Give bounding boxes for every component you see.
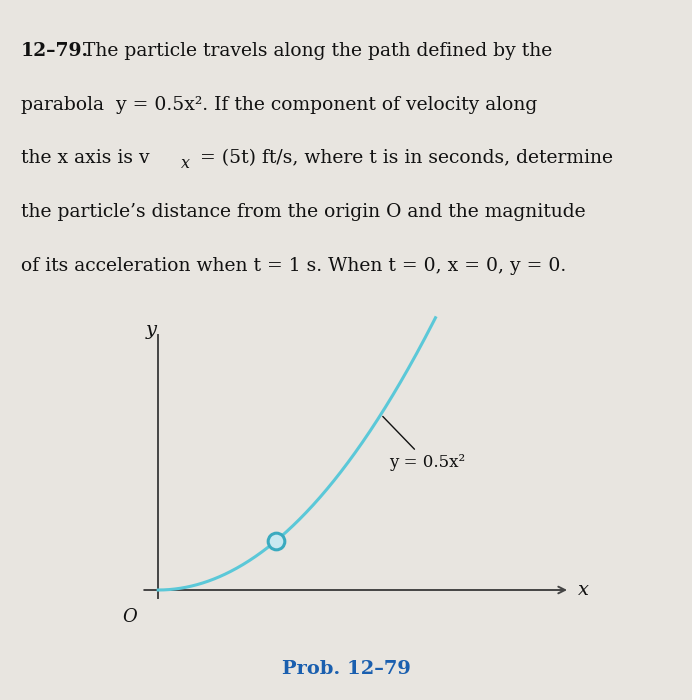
Text: = (5t) ft/s, where t is in seconds, determine: = (5t) ft/s, where t is in seconds, dete… [194,149,613,167]
Text: the particle’s distance from the origin O and the magnitude: the particle’s distance from the origin … [21,203,585,221]
Text: y: y [146,321,157,339]
Text: Prob. 12–79: Prob. 12–79 [282,659,410,678]
Text: x: x [181,155,190,172]
Text: the x axis is v: the x axis is v [21,149,149,167]
Text: O: O [122,608,137,626]
Text: 12–79.: 12–79. [21,42,89,60]
Text: parabola  y = 0.5x². If the component of velocity along: parabola y = 0.5x². If the component of … [21,96,537,113]
Text: of its acceleration when t = 1 s. When t = 0, x = 0, y = 0.: of its acceleration when t = 1 s. When t… [21,257,566,275]
Text: The particle travels along the path defined by the: The particle travels along the path defi… [71,42,552,60]
Text: x: x [579,581,590,599]
Text: y = 0.5x²: y = 0.5x² [383,416,466,471]
